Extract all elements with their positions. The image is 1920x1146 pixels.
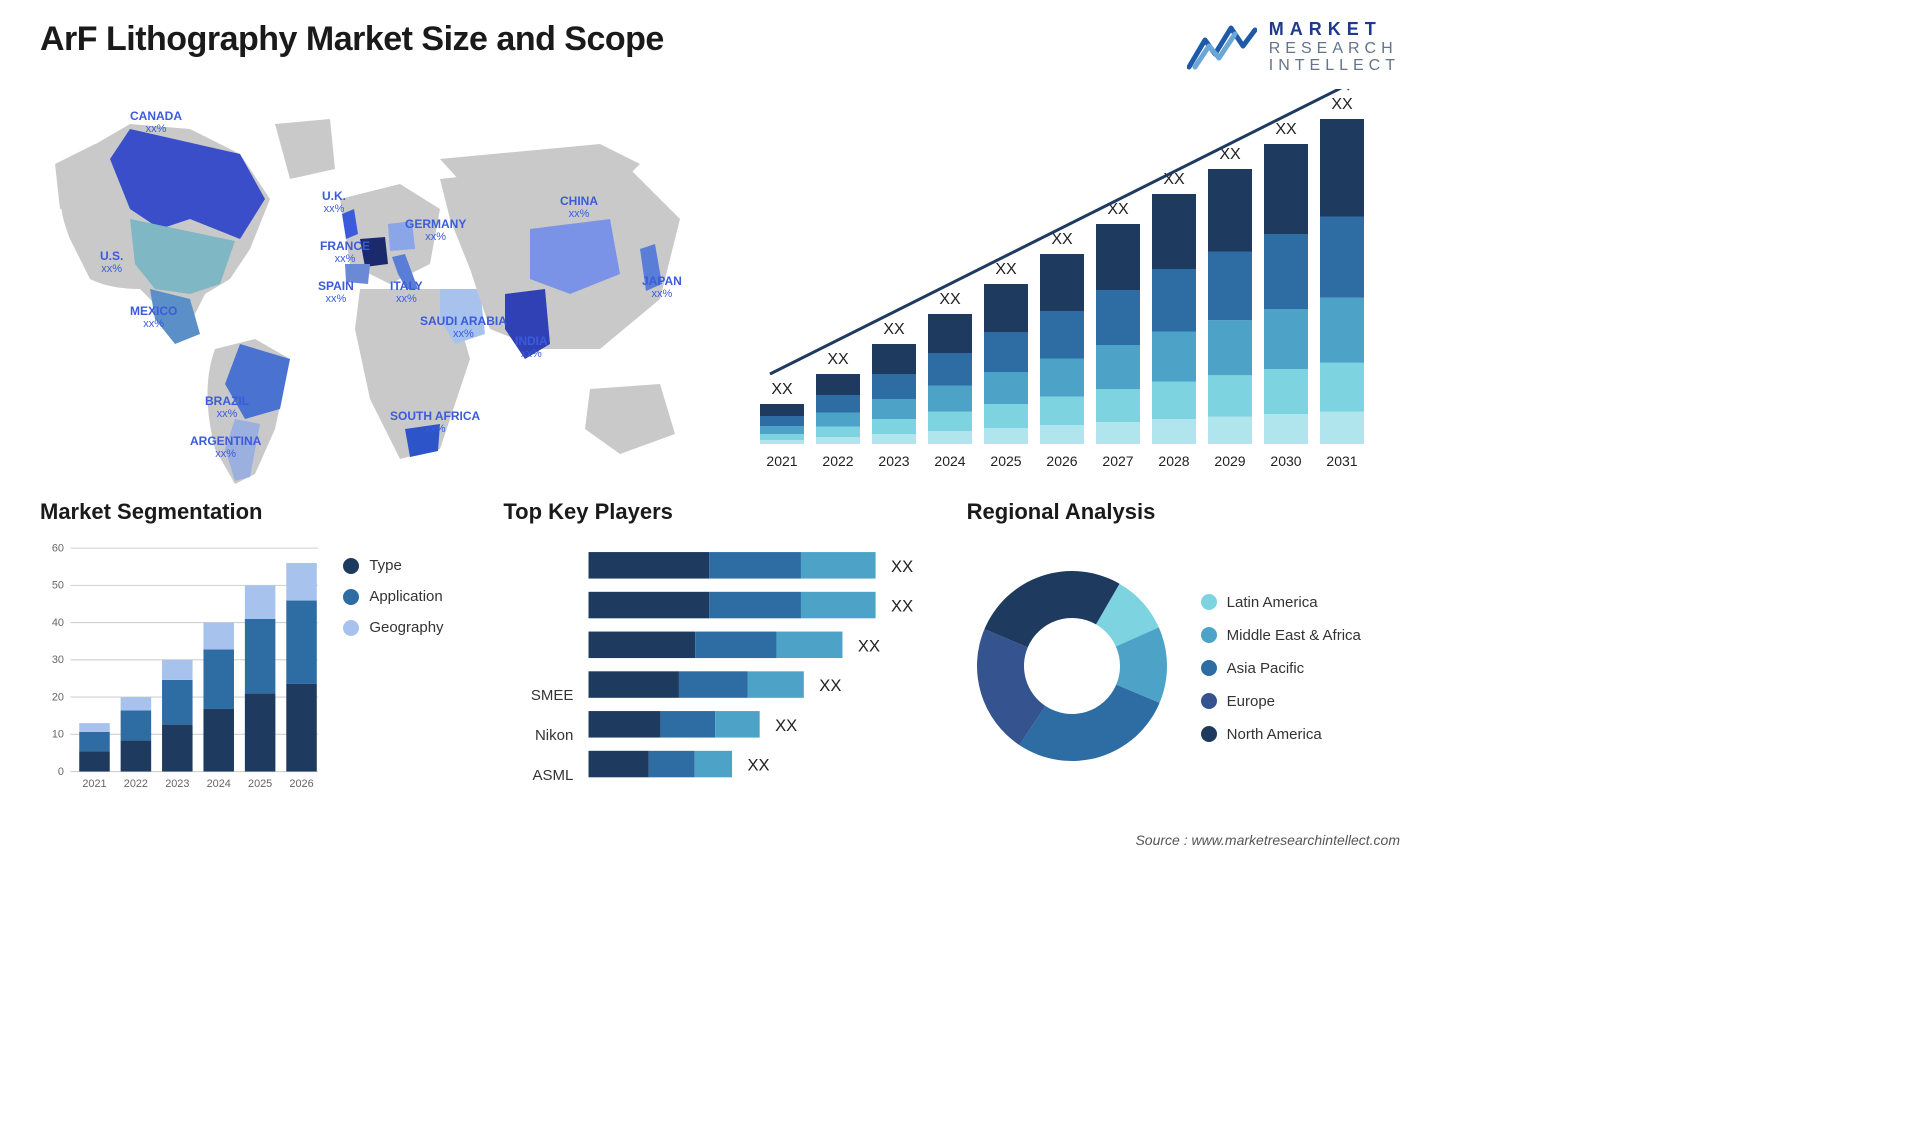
svg-text:XX: XX — [1275, 121, 1297, 138]
map-label-india: INDIAxx% — [515, 334, 548, 362]
map-label-southafrica: SOUTH AFRICAxx% — [390, 409, 480, 437]
map-label-mexico: MEXICOxx% — [130, 304, 177, 332]
svg-text:XX: XX — [748, 756, 770, 775]
map-label-saudiarabia: SAUDI ARABIAxx% — [420, 314, 507, 342]
segmentation-panel: Market Segmentation 0 10 20 30 40 50 60 2021 202… — [40, 499, 473, 799]
svg-text:2023: 2023 — [878, 453, 909, 469]
segmentation-title: Market Segmentation — [40, 499, 473, 525]
svg-text:60: 60 — [52, 542, 64, 554]
growth-chart-panel: XX 2021 XX 2022 XX 2023 XX 2024 XX 2025 XX 2026 XX 20… — [740, 89, 1400, 489]
world-map-svg — [40, 89, 700, 489]
key-players-title: Top Key Players — [503, 499, 936, 525]
growth-chart-svg: XX 2021 XX 2022 XX 2023 XX 2024 XX 2025 XX 2026 XX 20… — [740, 89, 1400, 489]
map-label-uk: U.K.xx% — [322, 189, 346, 217]
regional-panel: Regional Analysis Latin America Middle Ea… — [967, 499, 1400, 799]
svg-text:XX: XX — [891, 557, 913, 576]
map-label-france: FRANCExx% — [320, 239, 370, 267]
svg-text:XX: XX — [858, 636, 880, 655]
svg-text:2031: 2031 — [1326, 453, 1357, 469]
key-players-axis: SMEE Nikon ASML — [503, 537, 573, 799]
seg-legend-geography: Geography — [343, 619, 473, 636]
region-legend-latin-america: Latin America — [1201, 594, 1361, 611]
svg-text:XX: XX — [1163, 171, 1185, 188]
map-label-japan: JAPANxx% — [642, 274, 682, 302]
svg-text:50: 50 — [52, 580, 64, 592]
svg-text:2025: 2025 — [248, 778, 272, 790]
map-label-canada: CANADAxx% — [130, 109, 182, 137]
source-attribution: Source : www.marketresearchintellect.com — [1135, 832, 1400, 848]
key-players-panel: Top Key Players SMEENikonASML XXXXXXXXXX… — [503, 499, 936, 799]
svg-text:2026: 2026 — [1046, 453, 1077, 469]
svg-text:2025: 2025 — [990, 453, 1021, 469]
svg-text:XX: XX — [891, 597, 913, 616]
map-label-china: CHINAxx% — [560, 194, 598, 222]
region-legend-europe: Europe — [1201, 693, 1361, 710]
svg-text:20: 20 — [52, 691, 64, 703]
svg-text:2021: 2021 — [766, 453, 797, 469]
svg-text:XX: XX — [1051, 231, 1073, 248]
svg-text:0: 0 — [58, 766, 64, 778]
svg-text:XX: XX — [775, 716, 797, 735]
logo-mark-icon — [1187, 22, 1257, 72]
regional-title: Regional Analysis — [967, 499, 1400, 525]
region-legend-middle-east---africa: Middle East & Africa — [1201, 627, 1361, 644]
svg-text:2026: 2026 — [289, 778, 313, 790]
svg-text:2024: 2024 — [934, 453, 965, 469]
world-map-panel: CANADAxx% U.S.xx% MEXICOxx% BRAZILxx% ARGENT… — [40, 89, 700, 489]
svg-text:10: 10 — [52, 729, 64, 741]
svg-text:XX: XX — [883, 321, 905, 338]
segmentation-chart-svg: 0 10 20 30 40 50 60 2021 2022 2023 2024 2025 2026 — [40, 537, 323, 799]
segmentation-legend: Type Application Geography — [343, 537, 473, 799]
svg-text:2030: 2030 — [1270, 453, 1301, 469]
seg-legend-type: Type — [343, 557, 473, 574]
svg-text:XX: XX — [827, 351, 849, 368]
svg-text:XX: XX — [1331, 96, 1353, 113]
map-label-spain: SPAINxx% — [318, 279, 354, 307]
logo-text-2: RESEARCH — [1269, 40, 1400, 58]
svg-text:XX: XX — [771, 381, 793, 398]
player-label-smee: SMEE — [503, 683, 573, 709]
regional-legend: Latin America Middle East & Africa Asia Pa… — [1201, 594, 1361, 743]
region-legend-north-america: North America — [1201, 726, 1361, 743]
map-label-us: U.S.xx% — [100, 249, 123, 277]
svg-text:2024: 2024 — [207, 778, 231, 790]
map-label-germany: GERMANYxx% — [405, 217, 466, 245]
svg-text:2022: 2022 — [822, 453, 853, 469]
svg-text:2028: 2028 — [1158, 453, 1189, 469]
player-label-asml: ASML — [503, 763, 573, 789]
logo-text-3: INTELLECT — [1269, 57, 1400, 75]
region-legend-asia-pacific: Asia Pacific — [1201, 660, 1361, 677]
seg-legend-application: Application — [343, 588, 473, 605]
svg-text:2027: 2027 — [1102, 453, 1133, 469]
svg-text:2023: 2023 — [165, 778, 189, 790]
regional-donut-svg — [967, 561, 1177, 771]
player-label-nikon: Nikon — [503, 723, 573, 749]
svg-text:2029: 2029 — [1214, 453, 1245, 469]
svg-text:2021: 2021 — [82, 778, 106, 790]
map-label-italy: ITALYxx% — [390, 279, 423, 307]
map-label-argentina: ARGENTINAxx% — [190, 434, 261, 462]
svg-text:XX: XX — [820, 676, 842, 695]
logo-text-1: MARKET — [1269, 20, 1400, 40]
svg-text:XX: XX — [995, 261, 1017, 278]
map-label-brazil: BRAZILxx% — [205, 394, 249, 422]
svg-text:40: 40 — [52, 617, 64, 629]
key-players-chart-svg: XX XX XX XX XX XX — [583, 537, 936, 799]
svg-text:30: 30 — [52, 654, 64, 666]
svg-text:2022: 2022 — [124, 778, 148, 790]
brand-logo: MARKET RESEARCH INTELLECT — [1187, 20, 1400, 75]
svg-text:XX: XX — [939, 291, 961, 308]
